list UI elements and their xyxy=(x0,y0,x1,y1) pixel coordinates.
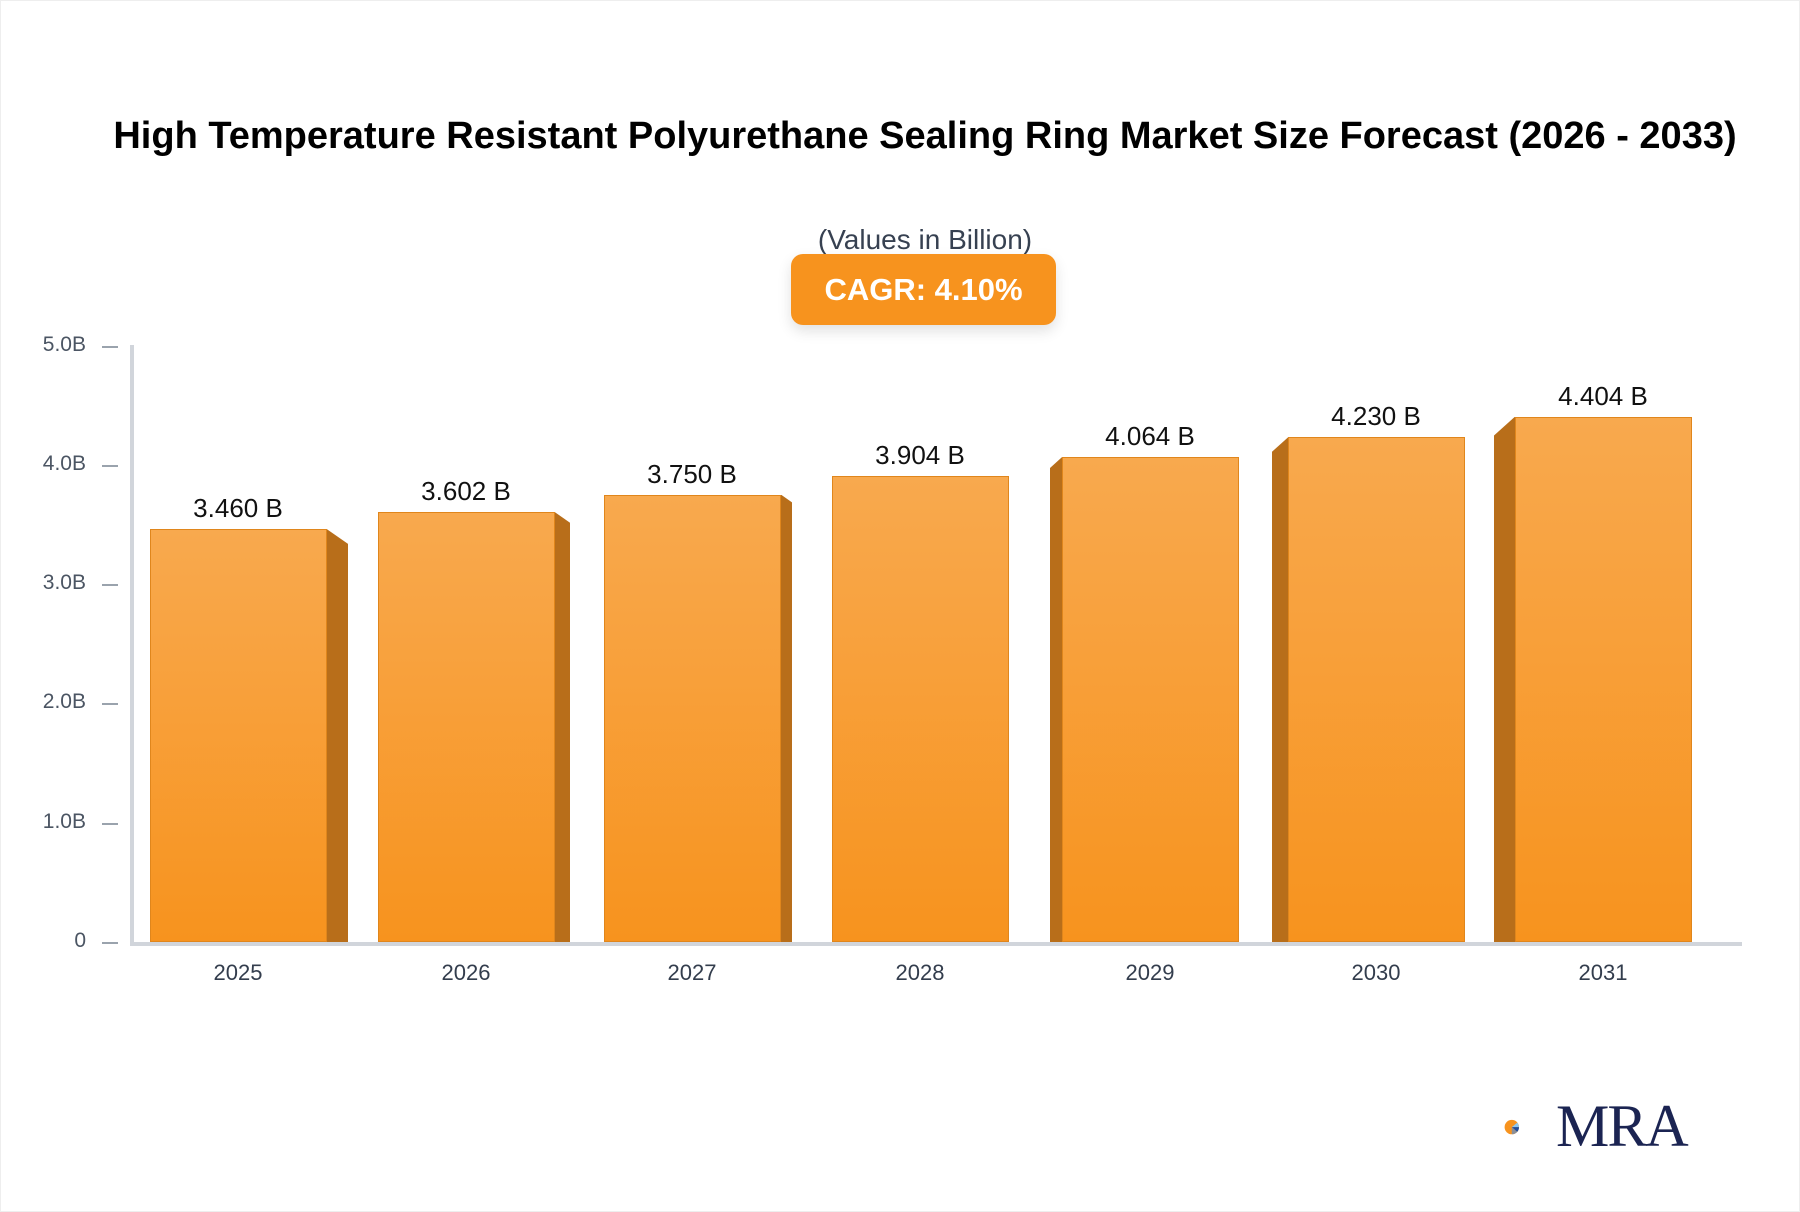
bar-front-face xyxy=(1062,457,1239,942)
y-tick-label: 4.0B xyxy=(42,451,86,475)
y-tick-mark xyxy=(102,464,118,467)
bar-side-face xyxy=(555,512,570,942)
y-tick-label: 1.0B xyxy=(42,809,86,833)
bar-front-face xyxy=(1288,437,1465,942)
x-tick-label: 2028 xyxy=(895,960,945,985)
x-tick-label: 2026 xyxy=(441,960,491,985)
x-tick-label: 2027 xyxy=(667,960,717,985)
y-tick-mark xyxy=(102,822,118,825)
x-axis-line xyxy=(130,942,1742,946)
bar-value-label: 3.460 B xyxy=(193,493,283,524)
bar-front-face xyxy=(150,529,327,942)
bar-2031 xyxy=(1494,416,1692,942)
x-tick-label: 2025 xyxy=(213,960,263,985)
bar-value-label: 3.750 B xyxy=(647,458,737,489)
bar-value-label: 4.404 B xyxy=(1558,380,1648,411)
y-tick-mark xyxy=(102,345,118,348)
bar-2030 xyxy=(1272,437,1465,942)
y-tick-label: 2.0B xyxy=(42,690,86,714)
bar-2025 xyxy=(150,529,348,942)
x-tick-label: 2030 xyxy=(1351,960,1401,985)
y-tick-mark xyxy=(102,584,118,587)
bar-side-face xyxy=(1050,457,1062,942)
bar-front-face xyxy=(1515,416,1692,942)
y-tick-mark xyxy=(102,703,118,706)
bar-front-face xyxy=(378,512,555,942)
pie-chart-logo-icon xyxy=(1504,1119,1520,1135)
y-tick-label: 3.0B xyxy=(42,571,86,595)
bar-side-face xyxy=(1272,437,1288,942)
x-tick-label: 2029 xyxy=(1125,960,1175,985)
chart-title: High Temperature Resistant Polyurethane … xyxy=(113,115,1737,157)
bar-side-face xyxy=(781,494,792,942)
y-tick-mark xyxy=(102,942,118,944)
bar-value-label: 3.904 B xyxy=(875,440,965,471)
logo-text: MRA xyxy=(1556,1093,1689,1159)
bar-value-label: 4.230 B xyxy=(1331,401,1421,432)
y-tick-label: 0 xyxy=(74,929,86,952)
bar-value-label: 4.064 B xyxy=(1105,421,1195,452)
y-tick-label: 5.0B xyxy=(42,332,86,356)
bar-2027 xyxy=(604,494,792,942)
bar-2026 xyxy=(378,512,570,942)
bar-side-face xyxy=(327,529,348,942)
chart-subtitle: (Values in Billion) xyxy=(817,224,1033,255)
bar-side-face xyxy=(1494,416,1515,942)
cagr-badge: CAGR: 4.10% xyxy=(791,254,1056,325)
x-tick-label: 2031 xyxy=(1578,960,1628,985)
bar-front-face xyxy=(604,494,781,942)
bar-front-face xyxy=(832,476,1009,942)
bar-value-label: 3.602 B xyxy=(421,476,511,507)
y-axis-line xyxy=(130,345,134,946)
bar-2028 xyxy=(832,476,1009,942)
bar-2029 xyxy=(1050,457,1239,942)
